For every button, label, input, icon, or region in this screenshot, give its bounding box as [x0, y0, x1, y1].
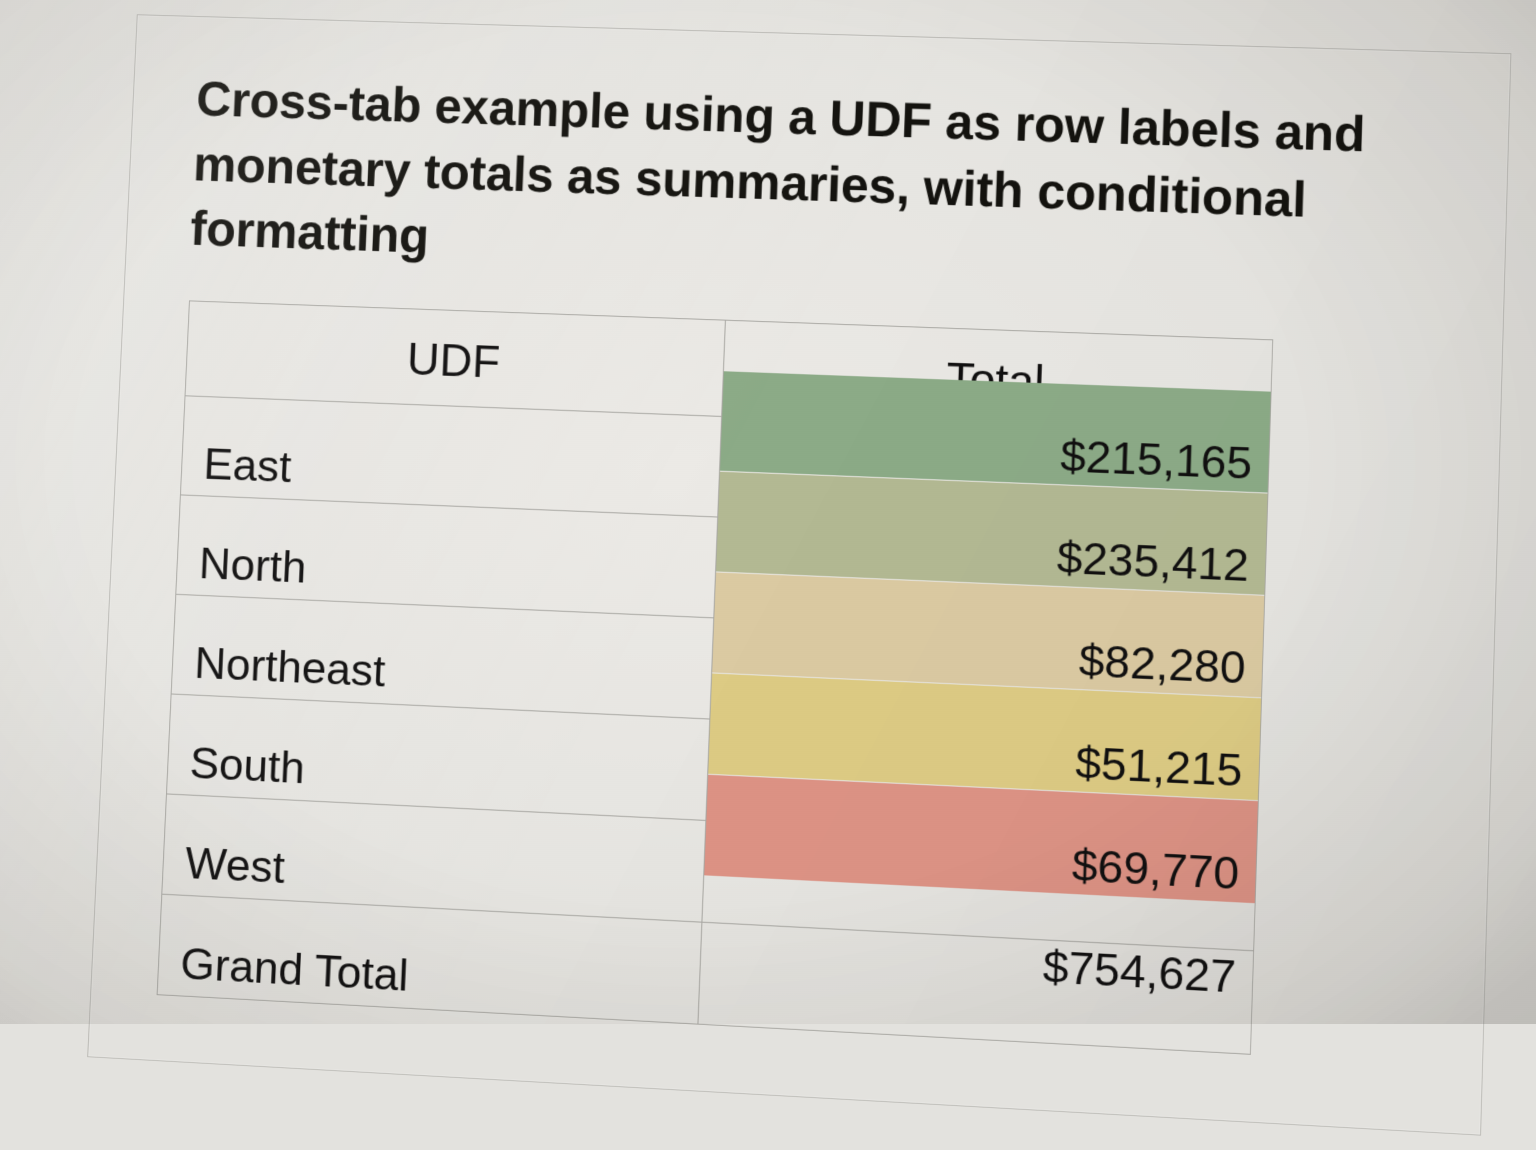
row-value: $235,412 — [1056, 531, 1250, 592]
column-header-udf-label: UDF — [405, 332, 501, 388]
row-value: $51,215 — [1074, 736, 1244, 797]
conditional-format-band — [700, 876, 1254, 1006]
conditional-format-band — [704, 774, 1258, 904]
perspective-stage: Cross-tab example using a UDF as row lab… — [87, 14, 1512, 1136]
slide-surface: Cross-tab example using a UDF as row lab… — [71, 0, 1536, 1150]
